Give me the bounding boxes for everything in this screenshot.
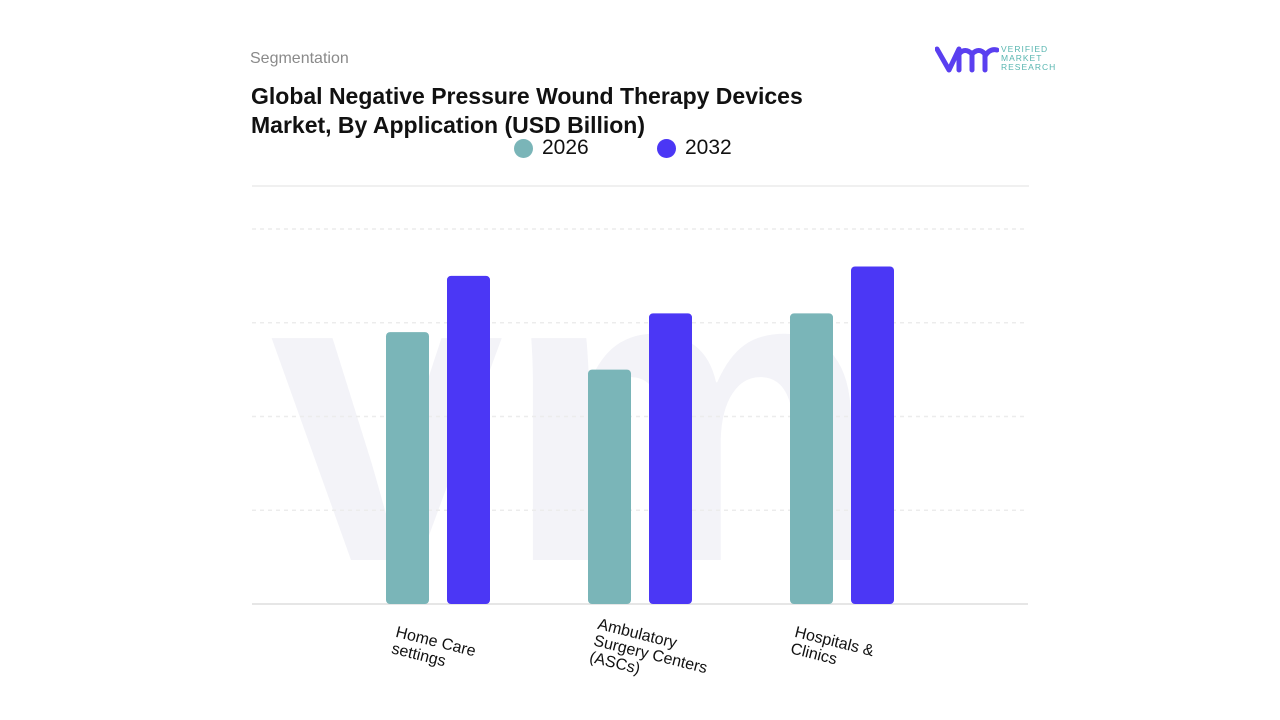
logo-text: VERIFIED MARKET RESEARCH: [1001, 44, 1057, 72]
watermark-icon: vm: [270, 181, 877, 650]
bar-2032-2: [851, 266, 894, 604]
bar-2026-2: [790, 313, 833, 604]
segment-label: Segmentation: [250, 50, 349, 67]
bar-2032-1: [649, 313, 692, 604]
legend-label-2026: 2026: [542, 136, 589, 159]
bar-2026-0: [386, 332, 429, 604]
vmr-logo-icon: [935, 46, 999, 73]
chart-title: Global Negative Pressure Wound Therapy D…: [251, 83, 803, 138]
legend-swatch-2032: [657, 138, 676, 158]
legend-label-2032: 2032: [685, 136, 732, 159]
divider: [252, 185, 1029, 187]
bar-2026-1: [588, 369, 631, 604]
legend-swatch-2026: [514, 138, 533, 158]
legend-item-2026: 2026: [514, 136, 589, 160]
legend-item-2032: 2032: [657, 136, 732, 160]
bar-2032-0: [447, 275, 490, 604]
